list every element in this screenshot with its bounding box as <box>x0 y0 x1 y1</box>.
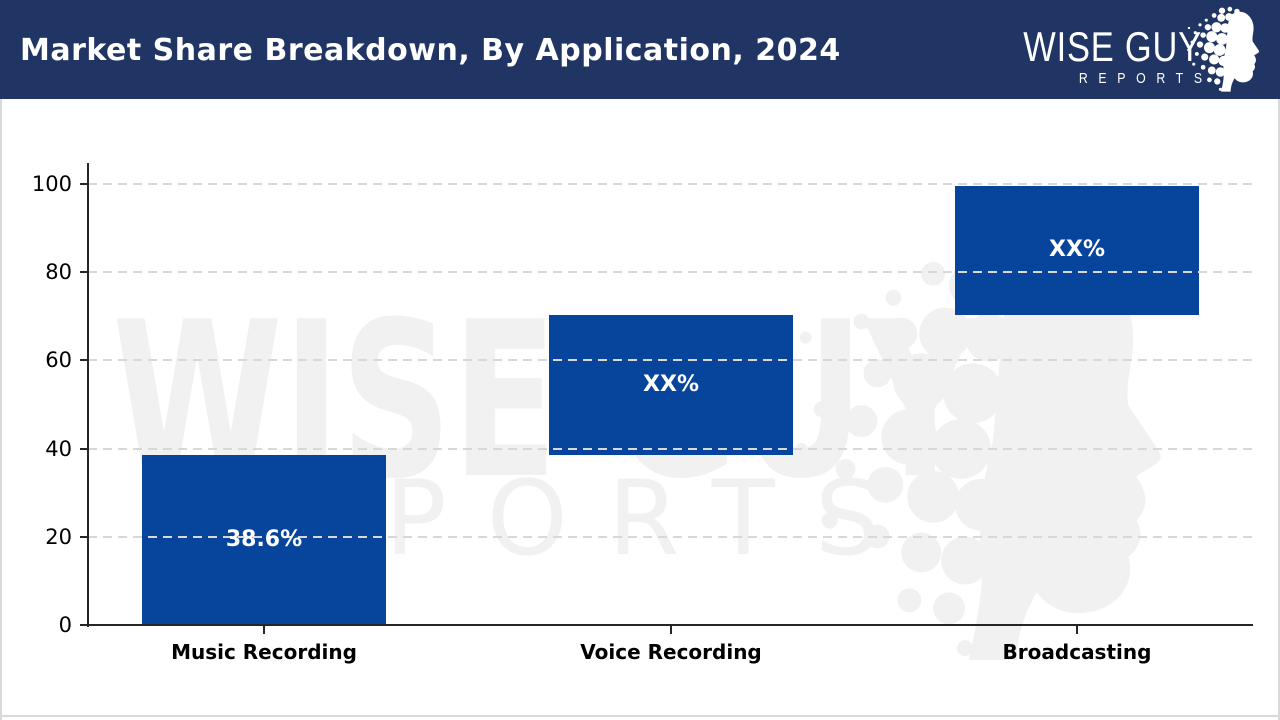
y-axis-tick <box>80 359 87 362</box>
x-axis-tick <box>670 626 672 634</box>
y-axis-tick-label: 60 <box>45 348 72 373</box>
x-axis-tick <box>263 626 265 634</box>
y-axis-tick <box>80 447 87 450</box>
y-axis-tick-label: 20 <box>45 524 72 549</box>
bar-value-label: 38.6% <box>225 526 303 552</box>
gridline-y20 <box>88 535 1253 538</box>
bottom-border <box>0 715 1280 717</box>
y-axis-tick-label: 0 <box>58 613 72 637</box>
gridline-y40 <box>88 447 1253 450</box>
brand-name: WISE GUY <box>1023 23 1202 70</box>
header-band: Market Share Breakdown, By Application, … <box>0 0 1280 99</box>
category-label: Music Recording <box>171 640 357 664</box>
chart-title: Market Share Breakdown, By Application, … <box>20 33 841 68</box>
y-axis-line <box>87 163 89 627</box>
gridline-y100 <box>88 183 1253 185</box>
x-axis-tick <box>1076 626 1078 634</box>
y-axis-tick <box>80 624 87 626</box>
brand-logo-text: WISE GUY REPORTS <box>1023 23 1202 87</box>
y-axis-tick-label: 100 <box>31 172 72 196</box>
gridline-y60 <box>88 359 1253 362</box>
bar-music-recording <box>142 454 386 625</box>
bar-value-label: XX% <box>643 371 699 397</box>
category-label: Voice Recording <box>580 640 762 664</box>
bar-voice-recording <box>549 314 793 455</box>
brand-logo: WISE GUY REPORTS <box>1006 4 1266 96</box>
y-axis-tick-label: 40 <box>45 436 72 461</box>
gridline-y80 <box>88 271 1253 274</box>
y-axis-tick <box>80 271 87 274</box>
y-axis-tick <box>80 183 87 185</box>
brand-subname: REPORTS <box>1078 70 1213 87</box>
bar-value-label: XX% <box>1049 237 1105 263</box>
y-axis-tick-label: 80 <box>45 260 72 285</box>
category-label: Broadcasting <box>1002 640 1152 664</box>
bar-broadcasting <box>955 185 1199 315</box>
y-axis-tick <box>80 535 87 538</box>
x-axis-line <box>87 624 1253 626</box>
dot-face-logo-icon <box>1187 6 1260 92</box>
